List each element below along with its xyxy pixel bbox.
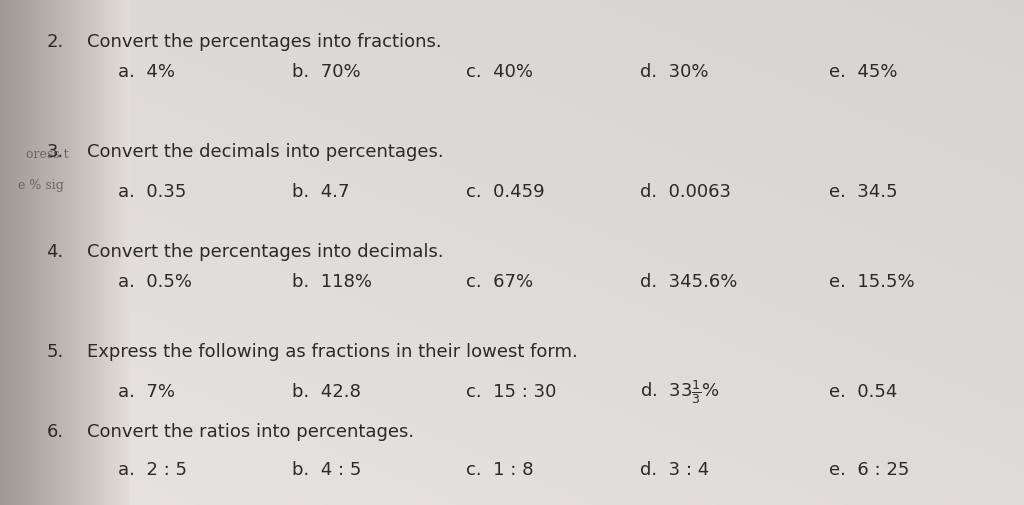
Text: oress t: oress t — [26, 148, 69, 162]
Text: d.  $33\frac{1}{3}$%: d. $33\frac{1}{3}$% — [640, 378, 720, 406]
Text: e % sig: e % sig — [18, 178, 65, 191]
Text: d.  30%: d. 30% — [640, 63, 709, 81]
Text: c.  40%: c. 40% — [466, 63, 532, 81]
Text: d.  345.6%: d. 345.6% — [640, 273, 737, 291]
Text: a.  0.5%: a. 0.5% — [118, 273, 191, 291]
Text: c.  15 : 30: c. 15 : 30 — [466, 383, 556, 401]
Text: b.  42.8: b. 42.8 — [292, 383, 360, 401]
Text: b.  118%: b. 118% — [292, 273, 372, 291]
Text: a.  0.35: a. 0.35 — [118, 183, 186, 201]
Text: Convert the decimals into percentages.: Convert the decimals into percentages. — [87, 143, 443, 161]
Text: c.  67%: c. 67% — [466, 273, 534, 291]
Text: 3.: 3. — [46, 143, 63, 161]
Text: 4.: 4. — [46, 243, 63, 261]
Text: Express the following as fractions in their lowest form.: Express the following as fractions in th… — [87, 343, 578, 361]
Text: Convert the percentages into decimals.: Convert the percentages into decimals. — [87, 243, 443, 261]
Text: b.  4 : 5: b. 4 : 5 — [292, 461, 361, 479]
Text: 6.: 6. — [46, 423, 63, 441]
Text: Convert the ratios into percentages.: Convert the ratios into percentages. — [87, 423, 414, 441]
Text: a.  2 : 5: a. 2 : 5 — [118, 461, 186, 479]
Text: 2.: 2. — [46, 33, 63, 51]
Text: d.  0.0063: d. 0.0063 — [640, 183, 731, 201]
Text: e.  0.54: e. 0.54 — [829, 383, 898, 401]
Text: c.  0.459: c. 0.459 — [466, 183, 545, 201]
Text: a.  4%: a. 4% — [118, 63, 175, 81]
Text: a.  7%: a. 7% — [118, 383, 175, 401]
Text: b.  4.7: b. 4.7 — [292, 183, 349, 201]
Text: 5.: 5. — [46, 343, 63, 361]
Text: b.  70%: b. 70% — [292, 63, 360, 81]
Text: Convert the percentages into fractions.: Convert the percentages into fractions. — [87, 33, 441, 51]
Text: e.  45%: e. 45% — [829, 63, 898, 81]
Text: e.  15.5%: e. 15.5% — [829, 273, 915, 291]
Text: e.  34.5: e. 34.5 — [829, 183, 898, 201]
Text: e.  6 : 25: e. 6 : 25 — [829, 461, 909, 479]
Text: c.  1 : 8: c. 1 : 8 — [466, 461, 534, 479]
Text: d.  3 : 4: d. 3 : 4 — [640, 461, 710, 479]
